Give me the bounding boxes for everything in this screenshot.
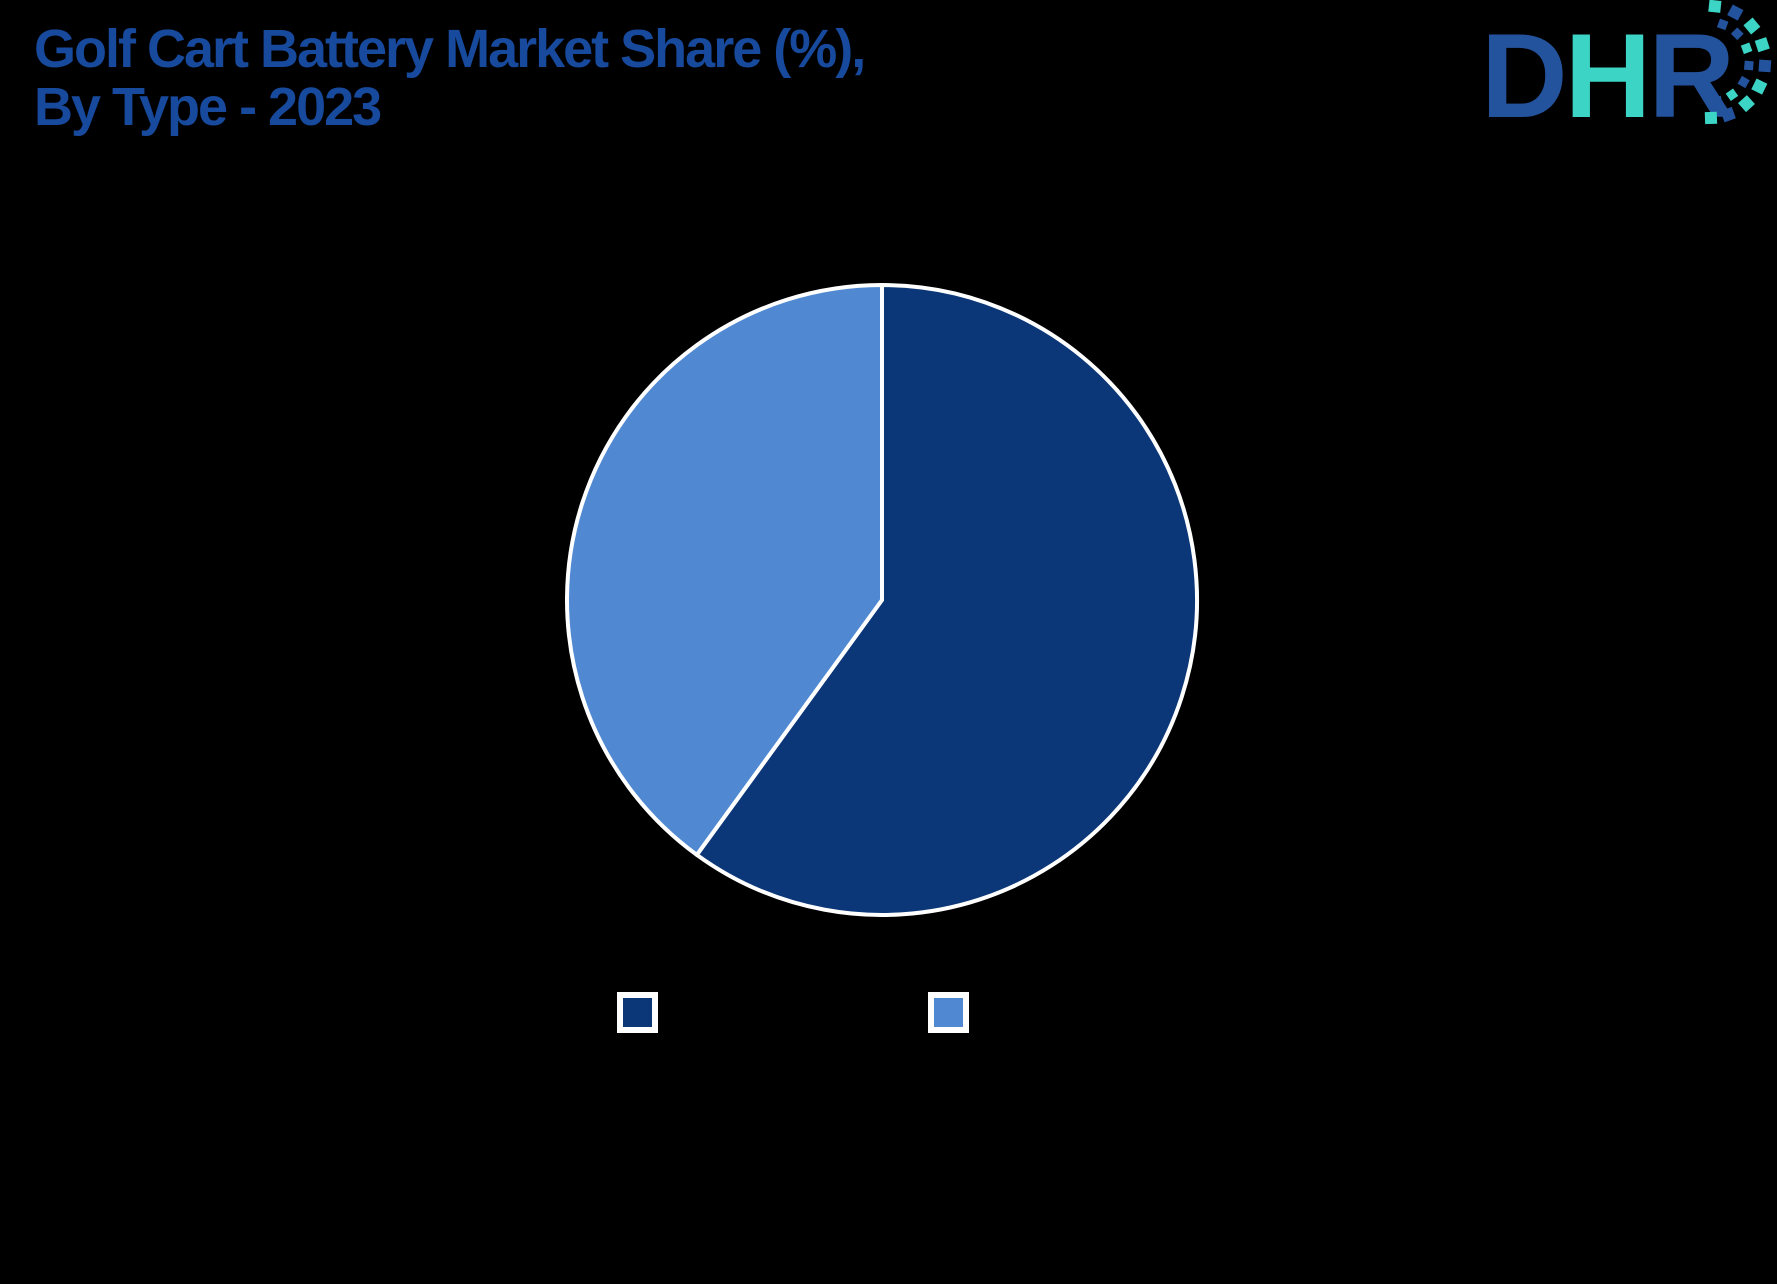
logo-dot <box>1758 59 1772 73</box>
logo-dot <box>1711 95 1723 107</box>
logo-dot <box>1716 18 1729 31</box>
logo-dot <box>1725 88 1739 102</box>
chart-title-line2: By Type - 2023 <box>34 77 382 137</box>
logo-dots-burst-icon <box>1704 0 1772 125</box>
legend-item-0 <box>617 992 892 1033</box>
logo-letter-r: R <box>1648 9 1735 143</box>
logo-dot <box>1727 4 1744 21</box>
logo-letter-h: H <box>1564 9 1652 143</box>
logo-dot <box>1708 0 1722 13</box>
logo-dot <box>1737 95 1755 113</box>
logo-letter-d: D <box>1481 9 1568 143</box>
logo-dot <box>1737 75 1750 89</box>
chart-title: Golf Cart Battery Market Share (%), By T… <box>34 19 866 137</box>
logo-dot <box>1751 78 1768 95</box>
legend-item-1 <box>928 992 1203 1033</box>
pie-slice <box>694 283 1199 917</box>
logo-dot <box>1743 17 1761 35</box>
logo-dot <box>1754 37 1770 53</box>
logo-dot <box>1704 111 1718 125</box>
logo-dot <box>1730 27 1744 41</box>
chart-title-line1: Golf Cart Battery Market Share (%), <box>34 19 866 79</box>
dhr-logo: DHR <box>1481 16 1735 166</box>
logo-dot <box>1743 60 1754 71</box>
legend <box>0 992 1777 1052</box>
logo-dot <box>1720 106 1736 123</box>
pie-slice <box>565 283 884 857</box>
pie-chart <box>565 283 1199 917</box>
logo-dot <box>1740 42 1753 55</box>
legend-swatch-light <box>928 992 969 1033</box>
legend-swatch-dark <box>617 992 658 1033</box>
